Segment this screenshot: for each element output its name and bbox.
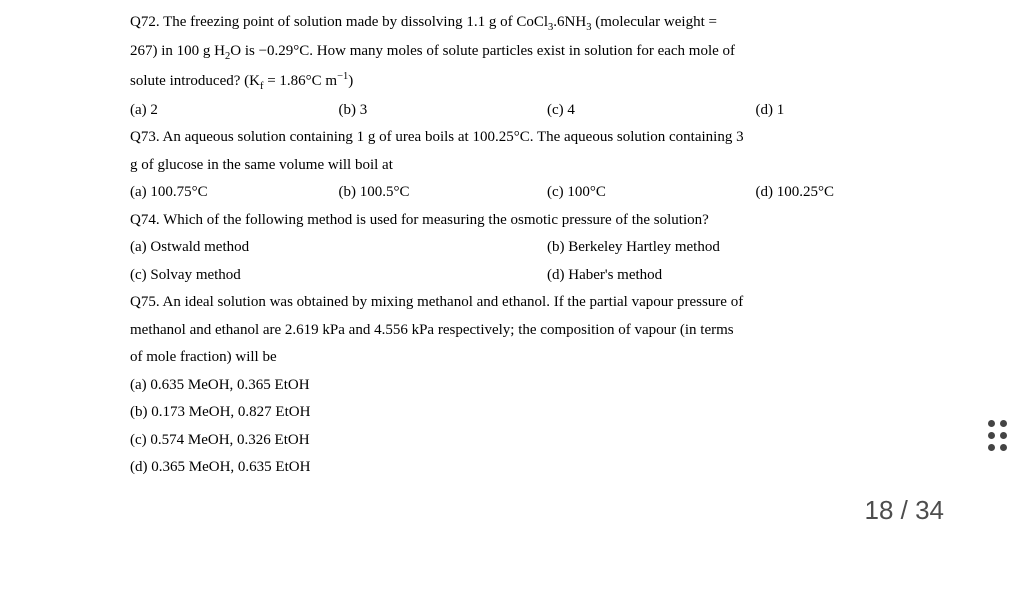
q72-prefix: Q72. [130,14,163,30]
question-73: Q73. An aqueous solution containing 1 g … [130,125,964,206]
q73-line1: Q73. An aqueous solution containing 1 g … [130,125,964,151]
q74-text1: Which of the following method is used fo… [163,212,709,228]
q72-opt-b: (b) 3 [339,98,548,124]
q75-line2: methanol and ethanol are 2.619 kPa and 4… [130,318,964,344]
q74-prefix: Q74. [130,212,163,228]
q72-line3: solute introduced? (Kf = 1.86°C m−1) [130,68,964,96]
q75-opt-b: (b) 0.173 MeOH, 0.827 EtOH [130,400,964,426]
q74-options-row1: (a) Ostwald method (b) Berkeley Hartley … [130,235,964,261]
q72-text1: The freezing point of solution made by d… [163,14,717,30]
q75-opt-d: (d) 0.365 MeOH, 0.635 EtOH [130,455,964,481]
question-75: Q75. An ideal solution was obtained by m… [130,290,964,481]
q75-line1: Q75. An ideal solution was obtained by m… [130,290,964,316]
q73-prefix: Q73. [130,129,163,145]
q75-prefix: Q75. [130,294,163,310]
q72-options: (a) 2 (b) 3 (c) 4 (d) 1 [130,98,964,124]
q72-line2: 267) in 100 g H2O is −0.29°C. How many m… [130,39,964,66]
q74-options-row2: (c) Solvay method (d) Haber's method [130,263,964,289]
q73-text1: An aqueous solution containing 1 g of ur… [163,129,744,145]
q75-opt-c: (c) 0.574 MeOH, 0.326 EtOH [130,428,964,454]
question-72: Q72. The freezing point of solution made… [130,10,964,123]
question-74: Q74. Which of the following method is us… [130,208,964,289]
q73-opt-b: (b) 100.5°C [339,180,548,206]
q75-line3: of mole fraction) will be [130,345,964,371]
q75-opt-a: (a) 0.635 MeOH, 0.365 EtOH [130,373,964,399]
q73-line2: g of glucose in the same volume will boi… [130,153,964,179]
q73-opt-d: (d) 100.25°C [756,180,965,206]
q72-opt-c: (c) 4 [547,98,756,124]
q73-options: (a) 100.75°C (b) 100.5°C (c) 100°C (d) 1… [130,180,964,206]
q72-opt-a: (a) 2 [130,98,339,124]
q74-opt-d: (d) Haber's method [547,263,964,289]
q73-opt-a: (a) 100.75°C [130,180,339,206]
q74-line1: Q74. Which of the following method is us… [130,208,964,234]
q74-opt-b: (b) Berkeley Hartley method [547,235,964,261]
q75-text1: An ideal solution was obtained by mixing… [163,294,744,310]
q72-opt-d: (d) 1 [756,98,965,124]
q73-opt-c: (c) 100°C [547,180,756,206]
more-icon[interactable] [988,420,1008,452]
q74-opt-c: (c) Solvay method [130,263,547,289]
q72-line1: Q72. The freezing point of solution made… [130,10,964,37]
q74-opt-a: (a) Ostwald method [130,235,547,261]
page-number: 18 / 34 [864,488,944,532]
